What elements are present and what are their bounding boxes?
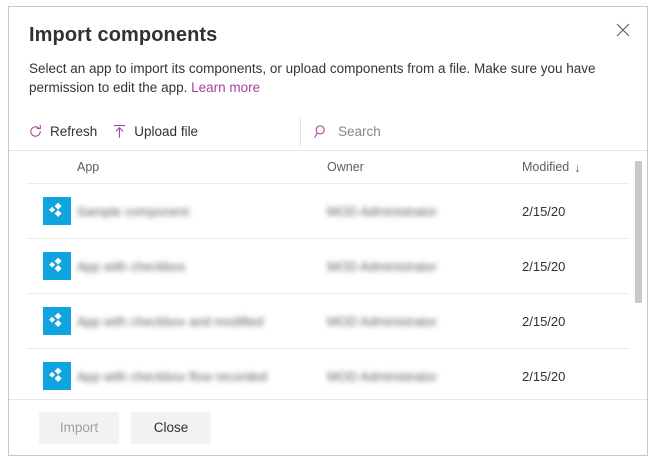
list-scrollbar[interactable] [634, 157, 643, 395]
table-row[interactable]: App with checkbox flow recorded MOD Admi… [27, 349, 629, 399]
search-input[interactable] [338, 124, 458, 139]
table-row[interactable]: App with checkbox and modified MOD Admin… [27, 294, 629, 349]
upload-file-button-label: Upload file [134, 124, 199, 139]
table-cell-owner: MOD Administrator [327, 203, 437, 219]
column-header-modified[interactable]: Modified ↓ [520, 160, 629, 175]
table-cell-owner: MOD Administrator [327, 368, 437, 384]
table-cell-app-name: App with checkbox flow recorded [77, 368, 268, 384]
table-cell-modified: 2/15/20 [522, 313, 566, 329]
table-cell-owner: MOD Administrator [327, 313, 437, 329]
column-header-modified-label: Modified [522, 160, 570, 174]
upload-icon [111, 124, 127, 140]
table-cell-app-name: App with checkbox [77, 258, 186, 274]
list-scrollbar-thumb[interactable] [635, 161, 642, 303]
close-button-footer[interactable]: Close [131, 411, 211, 444]
search-icon [313, 124, 329, 140]
command-bar: Refresh Upload file [9, 113, 647, 151]
column-header-app[interactable]: App [75, 160, 325, 174]
column-header-owner[interactable]: Owner [325, 160, 520, 174]
close-button[interactable] [605, 13, 641, 47]
powerapps-component-icon [43, 362, 71, 390]
refresh-icon [27, 124, 43, 140]
table-cell-app-name: Sample component [77, 203, 190, 219]
powerapps-component-icon [43, 197, 71, 225]
refresh-button-label: Refresh [50, 124, 98, 139]
dialog-header: Import components [9, 7, 647, 47]
table-row[interactable]: App with checkbox MOD Administrator 2/15… [27, 239, 629, 294]
table-cell-modified: 2/15/20 [522, 203, 566, 219]
refresh-button[interactable]: Refresh [23, 114, 107, 150]
description-text: Select an app to import its components, … [29, 61, 596, 95]
list-column-headers: App Owner Modified ↓ [27, 151, 629, 184]
column-header-app-label: App [77, 160, 100, 174]
table-cell-modified: 2/15/20 [522, 368, 566, 384]
dialog-description: Select an app to import its components, … [9, 47, 647, 97]
upload-file-button[interactable]: Upload file [107, 114, 208, 150]
components-list: App Owner Modified ↓ [9, 151, 647, 399]
table-cell-app-name: App with checkbox and modified [77, 313, 264, 329]
table-cell-modified: 2/15/20 [522, 258, 566, 274]
table-row[interactable]: Sample component MOD Administrator 2/15/… [27, 184, 629, 239]
column-header-owner-label: Owner [327, 160, 364, 174]
import-button[interactable]: Import [39, 411, 119, 444]
close-icon [616, 23, 630, 37]
table-cell-owner: MOD Administrator [327, 258, 437, 274]
components-list-region: App Owner Modified ↓ [9, 151, 647, 399]
arrow-down-icon: ↓ [574, 159, 581, 175]
import-components-dialog: Import components Select an app to impor… [8, 6, 648, 456]
page-title: Import components [29, 24, 218, 46]
search-box[interactable] [300, 117, 458, 146]
dialog-footer: Import Close [9, 399, 647, 455]
powerapps-component-icon [43, 307, 71, 335]
learn-more-link[interactable]: Learn more [191, 80, 261, 95]
powerapps-component-icon [43, 252, 71, 280]
